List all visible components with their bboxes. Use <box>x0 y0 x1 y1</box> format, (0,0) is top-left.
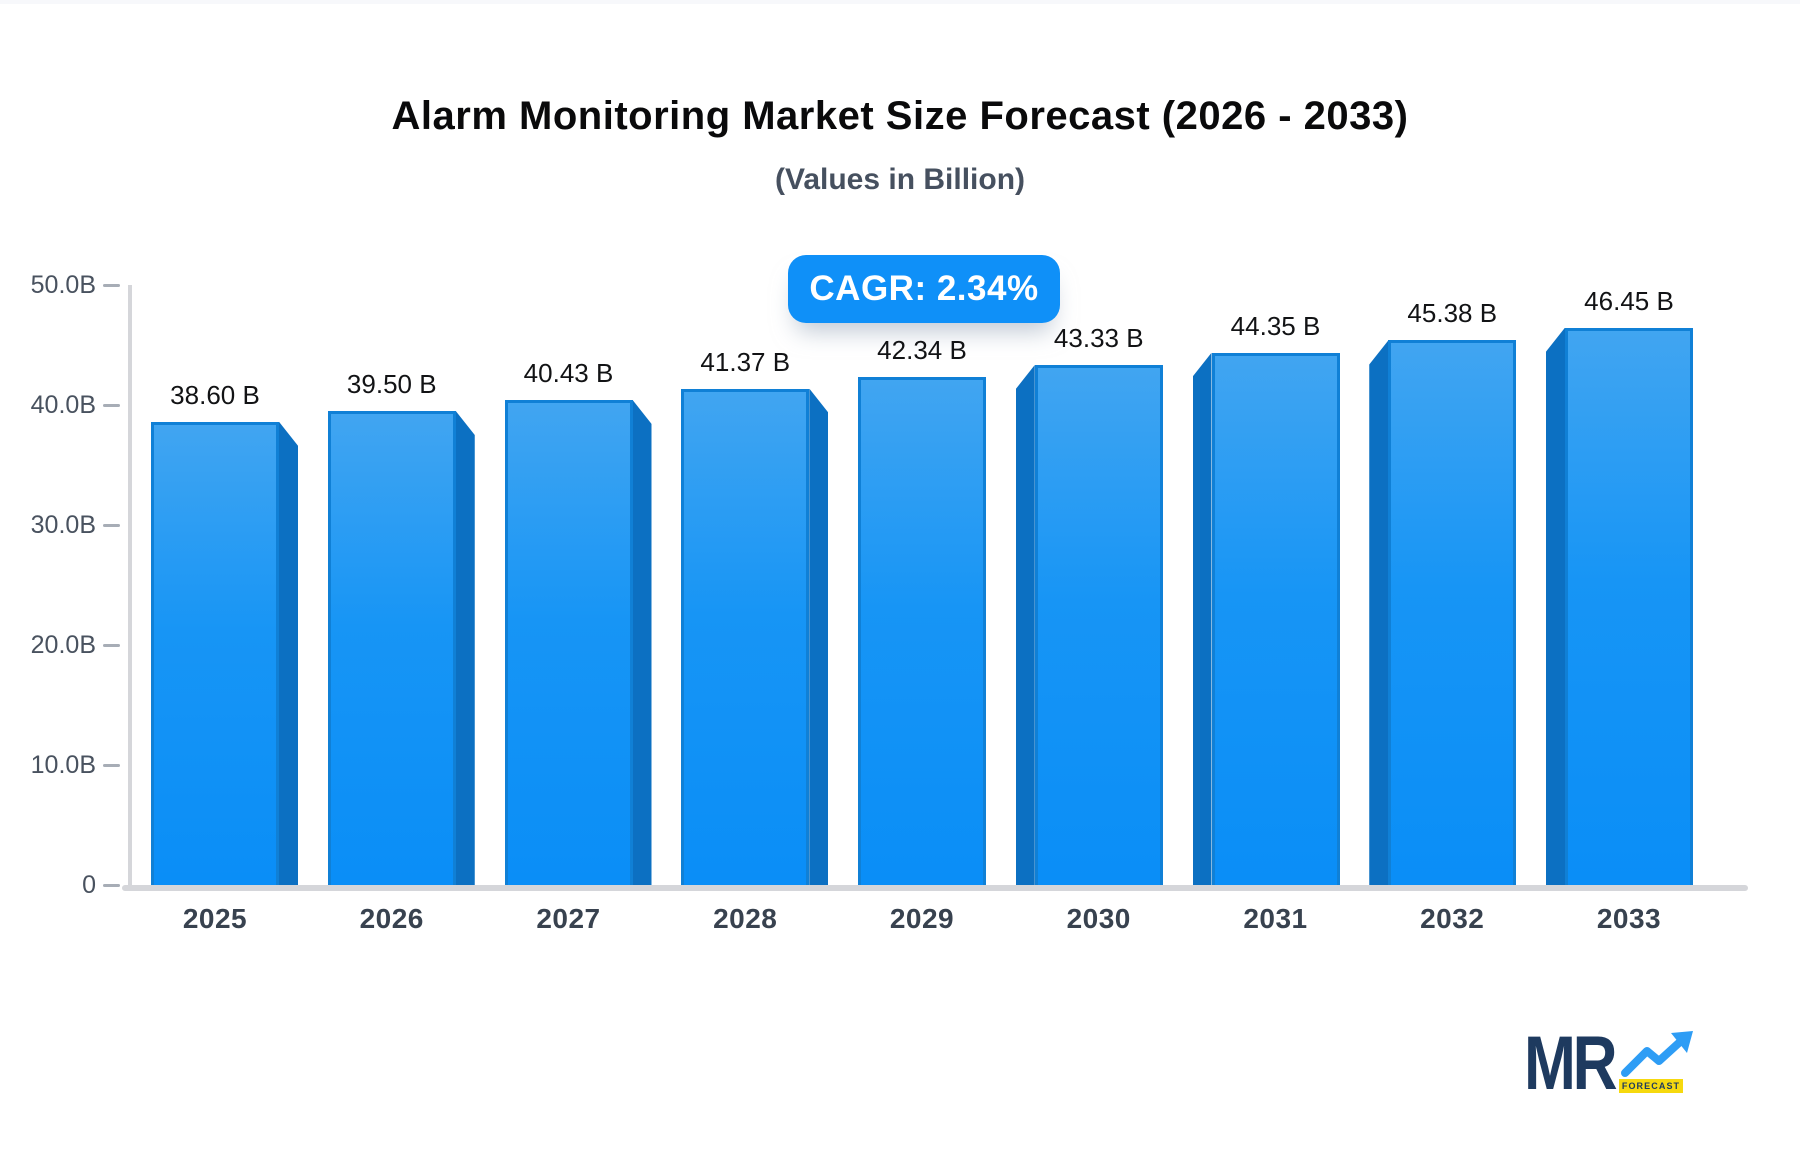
bar-2025[interactable] <box>151 421 279 885</box>
bar-2028[interactable] <box>681 388 810 885</box>
bar-3d-side <box>632 399 652 885</box>
chart-title: Alarm Monitoring Market Size Forecast (2… <box>391 94 1409 138</box>
x-axis-year-label: 2030 <box>1066 903 1131 934</box>
bar-value-label: 41.37 B <box>700 346 791 377</box>
y-axis-tick-mark <box>103 644 120 647</box>
mr-forecast-logo: MR FORECAST <box>1524 1021 1704 1106</box>
bar-3d-side <box>1546 327 1565 885</box>
y-axis-tick-mark <box>103 764 120 767</box>
y-axis-tick-label: 20.0B <box>30 631 96 659</box>
bar-2029[interactable] <box>858 376 986 885</box>
bar-2026[interactable] <box>327 411 456 885</box>
bar-2027[interactable] <box>504 399 633 885</box>
x-axis-year-label: 2028 <box>713 903 778 934</box>
bar-3d-side <box>809 388 829 885</box>
bar-2031[interactable] <box>1211 352 1340 885</box>
y-axis-tick-mark <box>103 284 120 287</box>
bar-value-label: 38.60 B <box>170 379 260 410</box>
chart-subtitle: (Values in Billion) <box>774 163 1026 196</box>
bar-value-label: 39.50 B <box>346 369 437 399</box>
x-axis-year-label: 2032 <box>1420 903 1485 934</box>
bar-value-label: 44.35 B <box>1230 310 1321 341</box>
x-axis-year-label: 2027 <box>536 903 601 934</box>
logo-brand-text: MR <box>1524 1021 1618 1106</box>
bar-2032[interactable] <box>1388 340 1517 885</box>
bar-3d-side <box>1369 340 1389 885</box>
bar-3d-side <box>1192 352 1212 885</box>
y-axis-tick-mark <box>103 524 120 527</box>
page-top-edge <box>0 0 1800 4</box>
bar-value-label: 45.38 B <box>1407 298 1498 329</box>
x-axis-year-label: 2029 <box>889 903 955 934</box>
y-axis-tick-mark <box>103 404 120 407</box>
bar-3d-side <box>1015 365 1035 885</box>
x-axis-baseline <box>122 885 1748 891</box>
x-axis-year-label: 2025 <box>182 903 248 934</box>
y-axis-tick-label: 10.0B <box>30 751 96 779</box>
cagr-badge-label: CAGR: 2.34% <box>809 269 1039 308</box>
cagr-badge: CAGR: 2.34% <box>788 255 1060 323</box>
y-axis-tick-label: 0 <box>82 871 96 899</box>
x-axis-year-label: 2026 <box>359 903 424 934</box>
y-axis-tick-label: 40.0B <box>30 391 96 419</box>
bar-2030[interactable] <box>1034 365 1163 885</box>
bar-value-label: 40.43 B <box>523 357 614 388</box>
bar-value-label: 43.33 B <box>1053 323 1144 354</box>
logo-forecast-label: FORECAST <box>1619 1079 1683 1093</box>
y-axis-tick-label: 50.0B <box>30 271 96 299</box>
trending-up-arrow-icon <box>1621 1031 1693 1077</box>
y-axis-line <box>128 285 132 891</box>
y-axis-tick-label: 30.0B <box>30 511 96 539</box>
bar-value-label: 42.34 B <box>877 334 967 365</box>
bar-2033[interactable] <box>1565 327 1693 885</box>
x-axis-year-label: 2031 <box>1243 903 1308 934</box>
y-axis-tick-mark <box>103 884 120 887</box>
x-axis-year-label: 2033 <box>1596 903 1662 934</box>
bar-3d-side <box>455 411 475 885</box>
bar-value-label: 46.45 B <box>1584 285 1674 316</box>
bar-3d-side <box>279 421 298 885</box>
